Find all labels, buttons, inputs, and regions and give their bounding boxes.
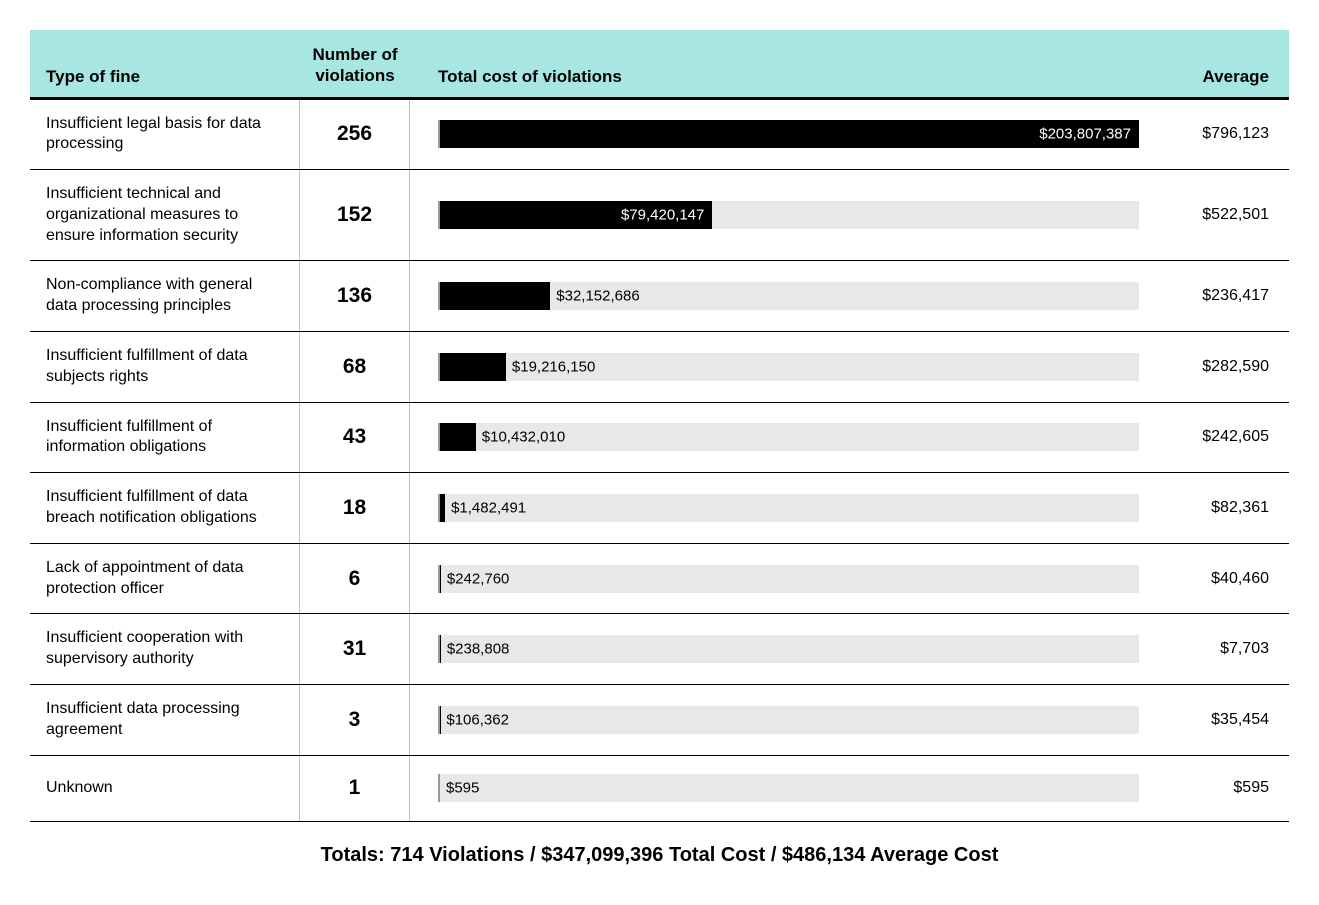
bar-label: $238,808 [447, 641, 510, 658]
cell-cost: $203,807,387 [410, 100, 1159, 170]
bar-track: $242,760 [438, 565, 1139, 593]
totals-row: Totals: 714 Violations / $347,099,396 To… [30, 822, 1289, 875]
cell-cost: $79,420,147 [410, 170, 1159, 260]
bar-label: $203,807,387 [1039, 126, 1131, 143]
bar-label: $10,432,010 [482, 429, 565, 446]
table-row: Insufficient fulfillment of data breach … [30, 473, 1289, 544]
cell-violations: 18 [300, 473, 410, 543]
table-row: Lack of appointment of data protection o… [30, 544, 1289, 615]
cell-avg: $242,605 [1159, 403, 1289, 473]
cell-violations: 68 [300, 332, 410, 402]
header-cost: Total cost of violations [410, 67, 1159, 87]
cell-violations: 3 [300, 685, 410, 755]
bar-track: $106,362 [438, 706, 1139, 734]
table-row: Insufficient fulfillment of information … [30, 403, 1289, 474]
bar-label: $19,216,150 [512, 358, 595, 375]
bar-fill [440, 494, 445, 522]
cell-cost: $595 [410, 756, 1159, 821]
bar-label: $79,420,147 [621, 207, 704, 224]
cell-type: Lack of appointment of data protection o… [30, 544, 300, 614]
cell-type: Insufficient fulfillment of data breach … [30, 473, 300, 543]
cell-violations: 152 [300, 170, 410, 260]
fines-table: Type of fine Number of violations Total … [30, 30, 1289, 875]
bar-fill [440, 282, 550, 310]
table-row: Non-compliance with general data process… [30, 261, 1289, 332]
cell-cost: $32,152,686 [410, 261, 1159, 331]
cell-cost: $19,216,150 [410, 332, 1159, 402]
bar-track: $203,807,387 [438, 120, 1139, 148]
cell-type: Insufficient fulfillment of information … [30, 403, 300, 473]
cell-avg: $522,501 [1159, 170, 1289, 260]
bar-track: $238,808 [438, 635, 1139, 663]
bar-fill: $79,420,147 [440, 201, 712, 229]
table-row: Insufficient legal basis for data proces… [30, 100, 1289, 171]
cell-avg: $796,123 [1159, 100, 1289, 170]
cell-cost: $106,362 [410, 685, 1159, 755]
cell-cost: $242,760 [410, 544, 1159, 614]
cell-type: Insufficient legal basis for data proces… [30, 100, 300, 170]
header-violations: Number of violations [300, 44, 410, 87]
bar-label: $595 [446, 780, 479, 797]
cell-violations: 43 [300, 403, 410, 473]
bar-track: $595 [438, 774, 1139, 802]
cell-avg: $7,703 [1159, 614, 1289, 684]
bar-track: $79,420,147 [438, 201, 1139, 229]
header-type: Type of fine [30, 67, 300, 87]
cell-violations: 256 [300, 100, 410, 170]
cell-type: Non-compliance with general data process… [30, 261, 300, 331]
cell-avg: $40,460 [1159, 544, 1289, 614]
cell-avg: $82,361 [1159, 473, 1289, 543]
header-avg: Average [1159, 67, 1289, 87]
cell-violations: 31 [300, 614, 410, 684]
bar-track: $19,216,150 [438, 353, 1139, 381]
cell-avg: $236,417 [1159, 261, 1289, 331]
cell-cost: $1,482,491 [410, 473, 1159, 543]
cell-type: Insufficient data processing agreement [30, 685, 300, 755]
table-row: Unknown1 $595 $595 [30, 756, 1289, 822]
cell-type: Insufficient technical and organizationa… [30, 170, 300, 260]
table-row: Insufficient technical and organizationa… [30, 170, 1289, 261]
cell-cost: $238,808 [410, 614, 1159, 684]
cell-violations: 136 [300, 261, 410, 331]
bar-fill [440, 565, 441, 593]
cell-avg: $595 [1159, 756, 1289, 821]
cell-type: Insufficient cooperation with supervisor… [30, 614, 300, 684]
bar-track: $1,482,491 [438, 494, 1139, 522]
table-row: Insufficient data processing agreement3 $… [30, 685, 1289, 756]
table-row: Insufficient cooperation with supervisor… [30, 614, 1289, 685]
bar-fill [440, 353, 506, 381]
table-header: Type of fine Number of violations Total … [30, 30, 1289, 100]
bar-fill [440, 635, 441, 663]
cell-avg: $35,454 [1159, 685, 1289, 755]
bar-label: $106,362 [446, 711, 509, 728]
bar-label: $242,760 [447, 570, 510, 587]
cell-avg: $282,590 [1159, 332, 1289, 402]
bar-fill: $203,807,387 [440, 120, 1139, 148]
bar-track: $10,432,010 [438, 423, 1139, 451]
cell-violations: 6 [300, 544, 410, 614]
bar-track: $32,152,686 [438, 282, 1139, 310]
cell-type: Insufficient fulfillment of data subject… [30, 332, 300, 402]
table-row: Insufficient fulfillment of data subject… [30, 332, 1289, 403]
bar-fill [440, 423, 476, 451]
cell-cost: $10,432,010 [410, 403, 1159, 473]
bar-label: $1,482,491 [451, 500, 526, 517]
cell-violations: 1 [300, 756, 410, 821]
bar-label: $32,152,686 [556, 288, 639, 305]
cell-type: Unknown [30, 756, 300, 821]
